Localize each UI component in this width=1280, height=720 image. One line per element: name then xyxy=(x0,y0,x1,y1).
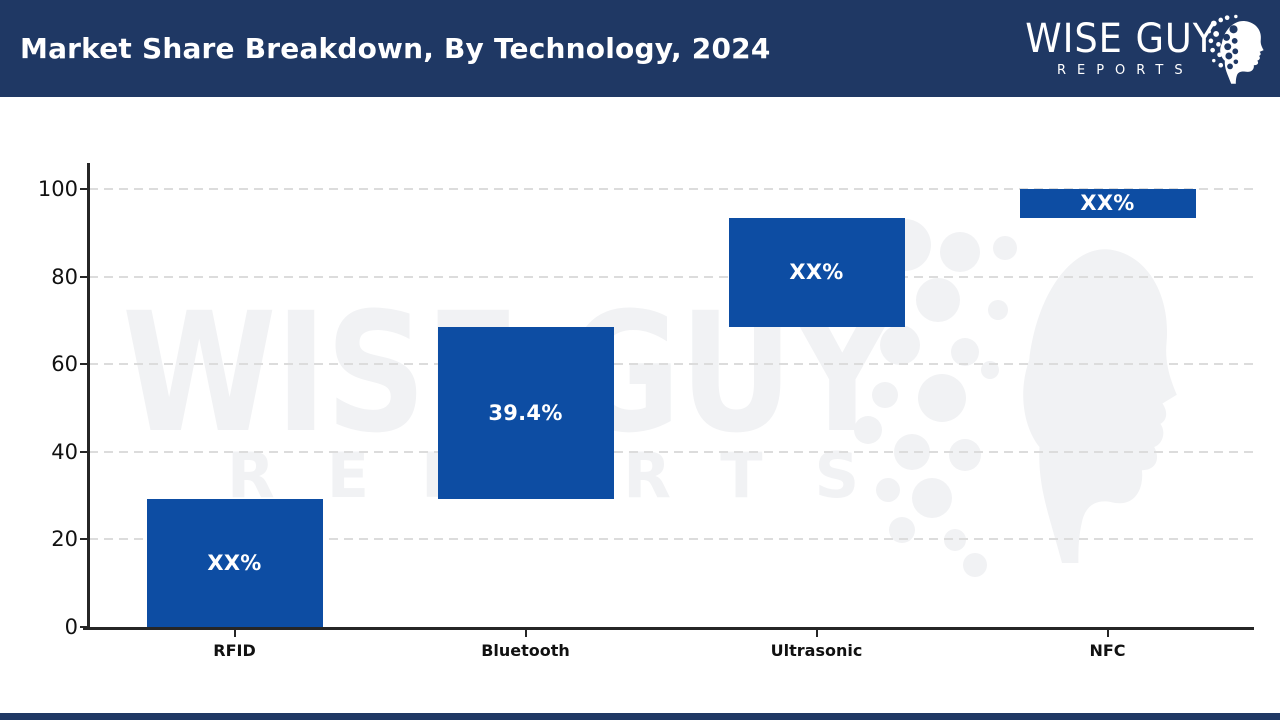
bar-value-label-ultrasonic: XX% xyxy=(789,260,844,285)
bar-nfc: XX% xyxy=(1019,189,1196,218)
bar-value-label-nfc: XX% xyxy=(1080,191,1135,216)
bar-ultrasonic: XX% xyxy=(728,217,905,327)
bar-rfid: XX% xyxy=(146,499,323,627)
gridline-100 xyxy=(89,188,1253,191)
y-tick-40 xyxy=(80,450,89,453)
x-axis-line xyxy=(83,627,1254,630)
gridline-40 xyxy=(89,450,1253,453)
y-tick-0 xyxy=(80,626,89,628)
y-tick-label-100: 100 xyxy=(37,177,78,202)
x-tick-nfc xyxy=(1106,630,1109,637)
brand-head-icon xyxy=(1208,14,1264,84)
brand-logo-subtitle: REPORTS xyxy=(1056,63,1194,78)
x-tick-rfid xyxy=(233,630,236,637)
chart-canvas: WISE GUY REPORTS xyxy=(0,97,1280,713)
footer-bar xyxy=(0,713,1280,720)
y-tick-80 xyxy=(80,275,89,278)
bar-value-label-rfid: XX% xyxy=(207,551,262,576)
y-tick-100 xyxy=(80,188,89,191)
y-tick-label-20: 20 xyxy=(51,527,78,552)
brand-logo-name: WISE GUY xyxy=(1024,16,1216,62)
gridline-80 xyxy=(89,275,1253,278)
y-tick-20 xyxy=(80,538,89,541)
y-tick-label-0: 0 xyxy=(64,615,78,639)
y-axis-line xyxy=(87,163,90,630)
x-tick-ultrasonic xyxy=(815,630,818,637)
gridline-60 xyxy=(89,363,1253,366)
category-label-ultrasonic: Ultrasonic xyxy=(770,641,863,660)
x-tick-bluetooth xyxy=(524,630,527,637)
brand-logo: WISE GUY REPORTS xyxy=(1017,11,1266,87)
category-label-rfid: RFID xyxy=(213,641,256,660)
y-tick-label-60: 60 xyxy=(51,352,78,377)
header-bar: Market Share Breakdown, By Technology, 2… xyxy=(0,0,1280,97)
category-label-nfc: NFC xyxy=(1089,641,1126,660)
brand-logo-text: WISE GUY REPORTS xyxy=(1017,19,1224,78)
y-tick-label-40: 40 xyxy=(51,439,78,464)
bar-bluetooth: 39.4% xyxy=(437,326,614,500)
page-title: Market Share Breakdown, By Technology, 2… xyxy=(20,32,771,65)
category-label-bluetooth: Bluetooth xyxy=(481,641,570,660)
gridline-20 xyxy=(89,538,1253,541)
y-tick-label-80: 80 xyxy=(51,264,78,289)
y-tick-60 xyxy=(80,363,89,366)
bar-value-label-bluetooth: 39.4% xyxy=(488,400,563,425)
